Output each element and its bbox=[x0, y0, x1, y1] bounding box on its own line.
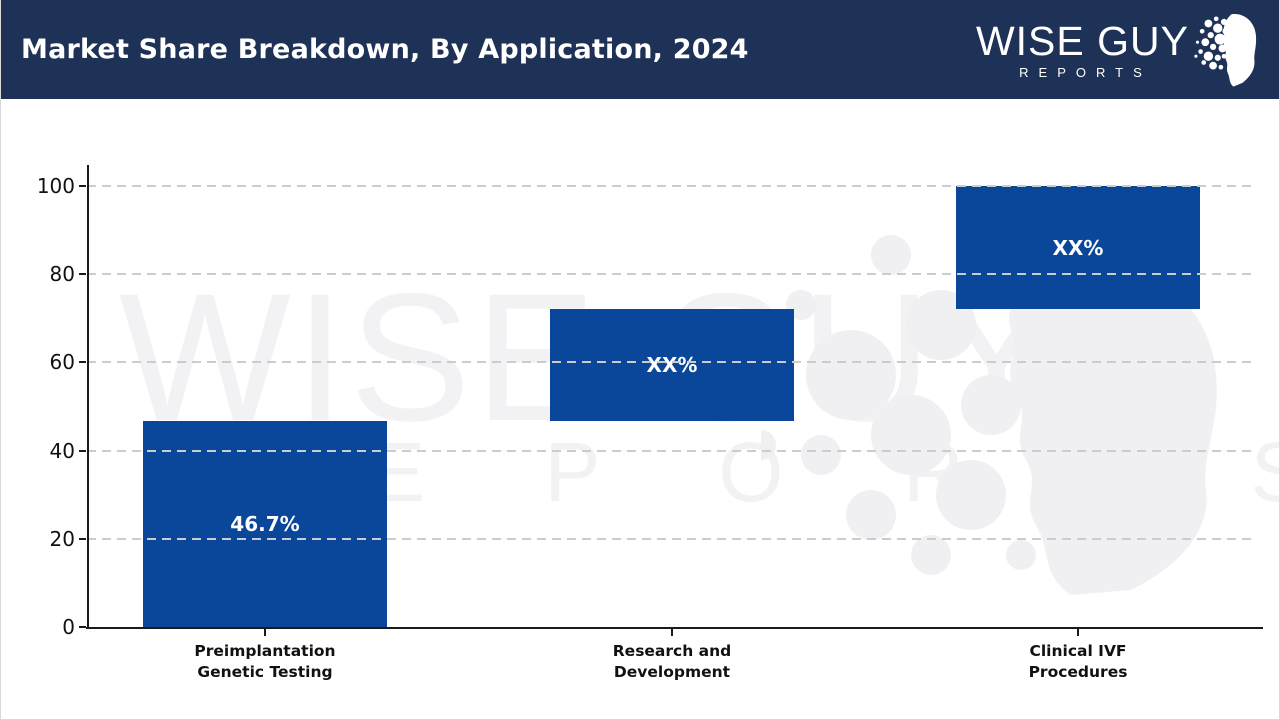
bar-value-label: XX% bbox=[646, 353, 698, 378]
page-title: Market Share Breakdown, By Application, … bbox=[21, 34, 749, 65]
y-axis-tick-label: 80 bbox=[49, 262, 75, 287]
x-axis-category-label: Research and Development bbox=[542, 641, 802, 683]
logo-text: WISE GUY REPORTS bbox=[975, 17, 1189, 80]
x-axis-label-line: Procedures bbox=[1028, 662, 1128, 681]
y-axis-tick-label: 100 bbox=[36, 174, 75, 198]
y-axis-tick-mark bbox=[79, 361, 86, 364]
y-axis-tick-mark bbox=[79, 185, 86, 187]
x-axis-label-line: Development bbox=[613, 662, 731, 681]
y-axis-tick-mark bbox=[79, 537, 86, 540]
y-axis-tick-mark bbox=[79, 273, 86, 276]
x-axis-label-line: Research and bbox=[612, 642, 732, 660]
y-axis-tick-label: 60 bbox=[49, 350, 75, 375]
logo-head-icon bbox=[1194, 13, 1257, 87]
bar-segment: XX% bbox=[956, 186, 1200, 310]
x-axis-tick-mark bbox=[1077, 629, 1079, 636]
logo-wordmark: WISE GUY bbox=[975, 17, 1189, 64]
x-axis-line bbox=[86, 627, 1263, 629]
y-axis-tick-label: 40 bbox=[49, 438, 75, 463]
wiseguy-logo: WISE GUY REPORTS bbox=[976, 7, 1263, 93]
y-axis-line bbox=[87, 165, 89, 629]
gridline bbox=[87, 185, 1254, 187]
gridline bbox=[87, 449, 1254, 452]
y-axis-tick-label: 0 bbox=[62, 615, 75, 639]
x-axis-label-line: Clinical IVF bbox=[1029, 642, 1127, 660]
x-axis-category-label: Clinical IVF Procedures bbox=[948, 641, 1208, 683]
logo-subtitle: REPORTS bbox=[1019, 64, 1152, 80]
x-axis-label-line: Genetic Testing bbox=[197, 662, 333, 681]
bar-value-label: 46.7% bbox=[230, 512, 300, 537]
gridline bbox=[87, 361, 1254, 364]
x-axis-category-label: Preimplantation Genetic Testing bbox=[135, 641, 395, 683]
plot-area: 0 20 40 60 80 100 46.7% XX% XX% Preimplantation Ge… bbox=[1, 99, 1279, 719]
y-axis-tick-label: 20 bbox=[49, 526, 75, 551]
x-axis-tick-mark bbox=[264, 629, 266, 636]
y-axis-tick-mark bbox=[79, 449, 86, 452]
y-axis-tick-mark bbox=[79, 626, 86, 628]
bar-value-label: XX% bbox=[1052, 235, 1104, 260]
gridline bbox=[87, 273, 1254, 276]
bar-segment: 46.7% bbox=[143, 421, 387, 627]
bar-segment: XX% bbox=[550, 309, 794, 422]
x-axis-label-line: Preimplantation bbox=[194, 642, 336, 660]
x-axis-tick-mark bbox=[671, 629, 673, 636]
header-bar: Market Share Breakdown, By Application, … bbox=[1, 0, 1279, 99]
gridline bbox=[87, 537, 1254, 540]
